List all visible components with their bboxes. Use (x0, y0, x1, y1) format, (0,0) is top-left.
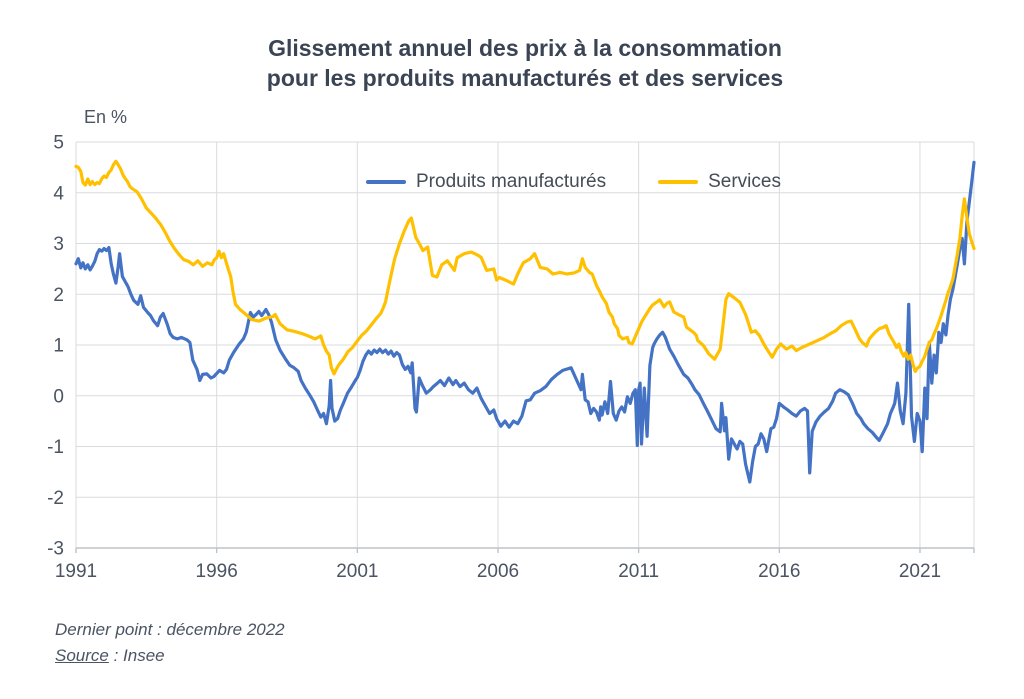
footer-last-point: Dernier point : décembre 2022 (55, 620, 285, 639)
x-tick-label: 2011 (618, 561, 659, 582)
chart-title: Glissement annuel des prix à la consomma… (76, 33, 974, 93)
x-tick-label: 2006 (477, 561, 519, 582)
legend-label: Services (708, 171, 781, 192)
y-tick-label: -3 (47, 539, 64, 560)
y-tick-label: 2 (53, 285, 64, 306)
legend-swatch-blue (366, 180, 406, 184)
chart-title-line1: Glissement annuel des prix à la consomma… (268, 35, 782, 61)
legend-label: Produits manufacturés (416, 171, 607, 192)
y-tick-label: 3 (53, 234, 64, 255)
legend-swatch-yellow (658, 180, 699, 184)
series-line-0 (74, 160, 976, 484)
x-tick-label: 2001 (336, 561, 378, 582)
y-axis-unit-label: En % (84, 107, 128, 127)
footer-source: Source : Insee (55, 643, 285, 669)
y-tick-label: 1 (53, 336, 64, 357)
footer-source-rest: : Insee (108, 646, 165, 665)
chart-legend: Produits manufacturés Services (366, 171, 781, 193)
y-tick-label: -2 (47, 488, 64, 509)
legend-item-services: Services (658, 171, 781, 193)
x-tick-label: 2021 (899, 561, 941, 582)
x-tick-label: 2016 (758, 561, 800, 582)
x-tick-label: 1991 (55, 561, 97, 582)
series-line-1 (74, 159, 976, 376)
chart-title-line2: pour les produits manufacturés et des se… (266, 65, 784, 91)
x-tick-label: 1996 (196, 561, 238, 582)
footer-source-word: Source (55, 646, 109, 665)
y-tick-label: 5 (53, 133, 64, 154)
chart-footer: Dernier point : décembre 2022 Source : I… (55, 617, 285, 669)
y-tick-label: -1 (47, 437, 64, 458)
legend-item-produits-manufactures: Produits manufacturés (366, 171, 606, 193)
y-tick-label: 0 (53, 386, 64, 407)
y-tick-label: 4 (53, 183, 64, 204)
